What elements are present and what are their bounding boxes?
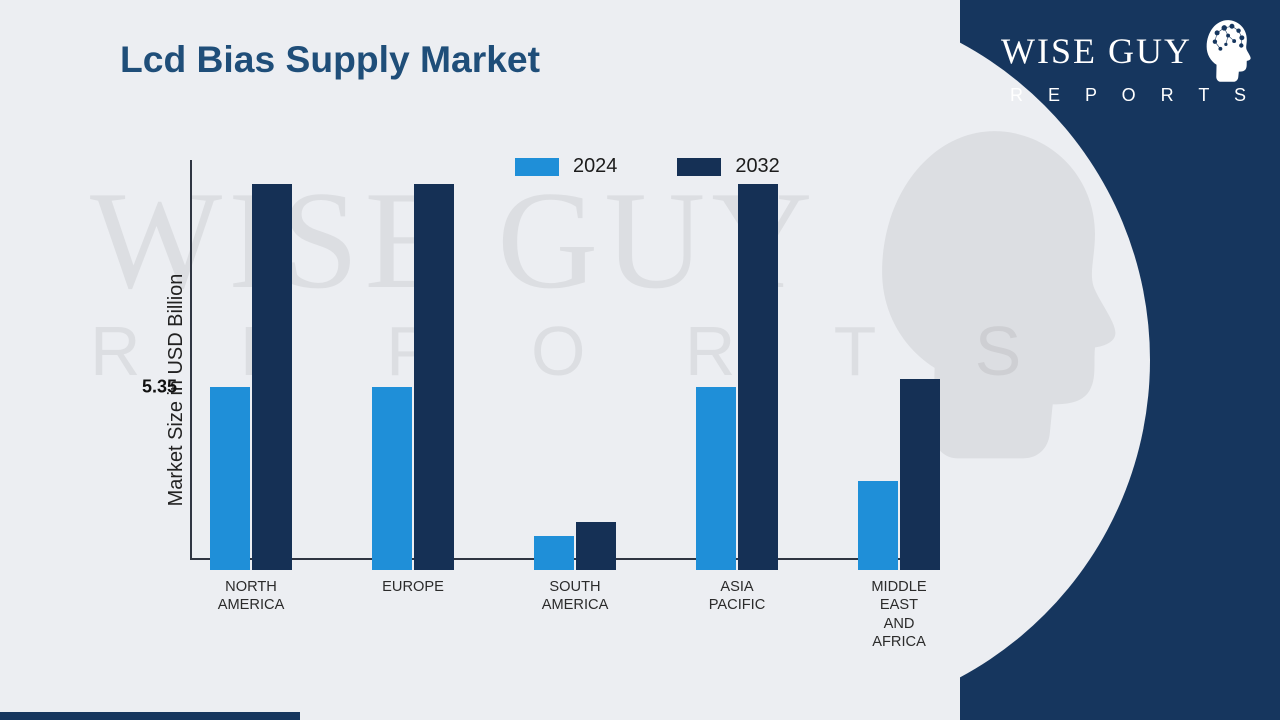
legend-label-2032: 2032 [735,155,779,178]
chart-group: ASIAPACIFIC [696,160,778,570]
chart-group: NORTHAMERICA [210,160,292,570]
chart-bar [696,387,736,570]
legend-swatch-2024 [515,158,559,176]
logo-head-icon [1198,18,1256,84]
chart-category-label: MIDDLEEASTANDAFRICA [842,570,957,651]
chart-bar [900,379,940,570]
chart-category-label: SOUTHAMERICA [518,570,633,615]
chart-ytick-label: 5.35 [142,377,177,398]
chart-bar [738,184,778,570]
legend-item-2024: 2024 [515,155,617,178]
chart-bar [414,184,454,570]
bottom-accent-bar [0,712,300,720]
chart-bar [372,387,412,570]
chart-legend: 2024 2032 [515,155,780,178]
chart-group: EUROPE [372,160,454,570]
legend-swatch-2032 [677,158,721,176]
chart-bar [576,522,616,570]
chart-bar [252,184,292,570]
chart-category-label: ASIAPACIFIC [680,570,795,615]
chart-bar [534,536,574,570]
legend-label-2024: 2024 [573,155,617,178]
chart-group: SOUTHAMERICA [534,160,616,570]
page-root: WISE GUY R E P O R T S WISE GUY [0,0,1280,720]
legend-item-2032: 2032 [677,155,779,178]
brand-logo: WISE GUY R E P O R T S [1001,18,1256,104]
logo-line1: WISE GUY [1001,33,1192,69]
chart-category-label: NORTHAMERICA [194,570,309,615]
chart-groups: NORTHAMERICA EUROPE SOUTHAMERICA ASIAPACIFI… [190,160,940,570]
chart-plot: NORTHAMERICAEUROPESOUTHAMERICAASIAPACIFI… [150,150,960,560]
chart: Market Size in USD Billion NORTHAMERICAE… [60,150,960,630]
right-panel [960,0,1280,720]
chart-bar [858,481,898,570]
chart-category-label: EUROPE [356,570,471,596]
page-title: Lcd Bias Supply Market [120,38,540,81]
chart-bar [210,387,250,570]
chart-group: MIDDLEEASTANDAFRICA [858,160,940,570]
logo-line2: R E P O R T S [1001,86,1256,104]
